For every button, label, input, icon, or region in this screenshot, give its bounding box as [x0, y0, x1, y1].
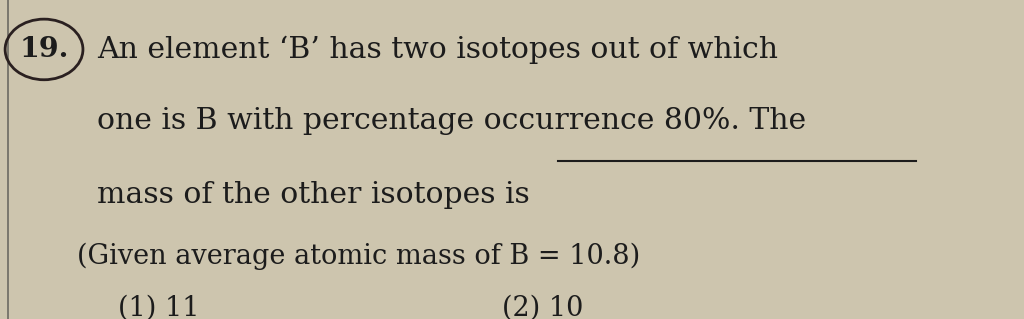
Text: mass of the other isotopes is: mass of the other isotopes is	[97, 181, 530, 209]
Text: (Given average atomic mass of B = 10.8): (Given average atomic mass of B = 10.8)	[77, 243, 640, 271]
Text: (1) 11: (1) 11	[118, 294, 200, 319]
Text: (2) 10: (2) 10	[502, 294, 583, 319]
Text: 19.: 19.	[19, 36, 69, 63]
Text: An element ‘B’ has two isotopes out of which: An element ‘B’ has two isotopes out of w…	[97, 35, 778, 64]
Text: one is B with percentage occurrence 80%. The: one is B with percentage occurrence 80%.…	[97, 107, 807, 135]
